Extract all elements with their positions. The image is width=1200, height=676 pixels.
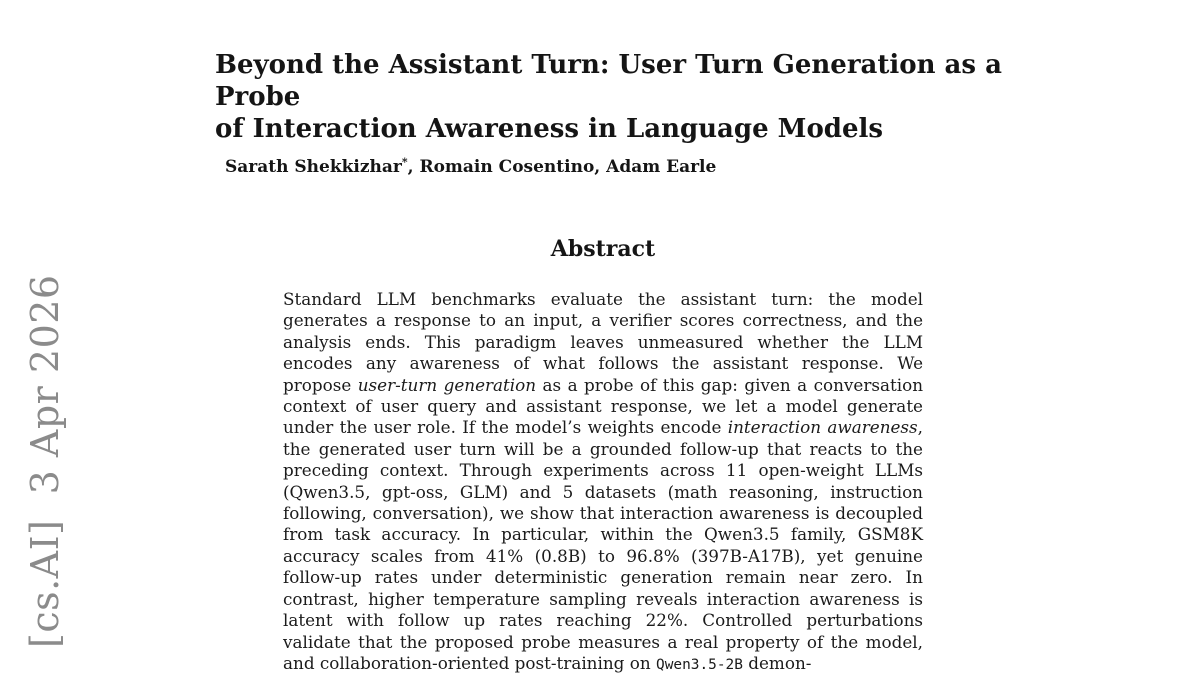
abstract-text: Standard LLM benchmarks evaluate the ass… xyxy=(283,289,923,676)
paper-title-line-1: Beyond the Assistant Turn: User Turn Gen… xyxy=(215,50,1002,112)
abstract-segment: Standard LLM benchmarks evaluate the ass… xyxy=(283,289,923,395)
author-line: Sarath Shekkizhar*, Romain Cosentino, Ad… xyxy=(225,155,985,177)
abstract-segment-italic: user-turn generation xyxy=(357,374,537,395)
paper-title: Beyond the Assistant Turn: User Turn Gen… xyxy=(215,49,1035,145)
abstract-segment-code: Qwen3.5-2B xyxy=(656,656,743,673)
paper-page: [cs.AI] 3 Apr 2026 Beyond the Assistant … xyxy=(23,49,1035,673)
abstract-segment: demon- xyxy=(742,652,812,673)
paper-title-line-2: of Interaction Awareness in Language Mod… xyxy=(215,114,884,144)
affiliation-marker: * xyxy=(401,155,408,169)
abstract-segment: , the generated user turn will be a grou… xyxy=(283,417,923,673)
abstract-segment: as a probe of this gap: given a conversa… xyxy=(283,374,923,438)
abstract-heading: Abstract xyxy=(550,236,656,262)
abstract-segment-italic: interaction awareness xyxy=(727,417,918,438)
author-first: Sarath Shekkizhar xyxy=(225,157,402,177)
arxiv-sidebar-watermark: [cs.AI] 3 Apr 2026 xyxy=(23,274,67,648)
authors-rest: , Romain Cosentino, Adam Earle xyxy=(407,157,717,177)
